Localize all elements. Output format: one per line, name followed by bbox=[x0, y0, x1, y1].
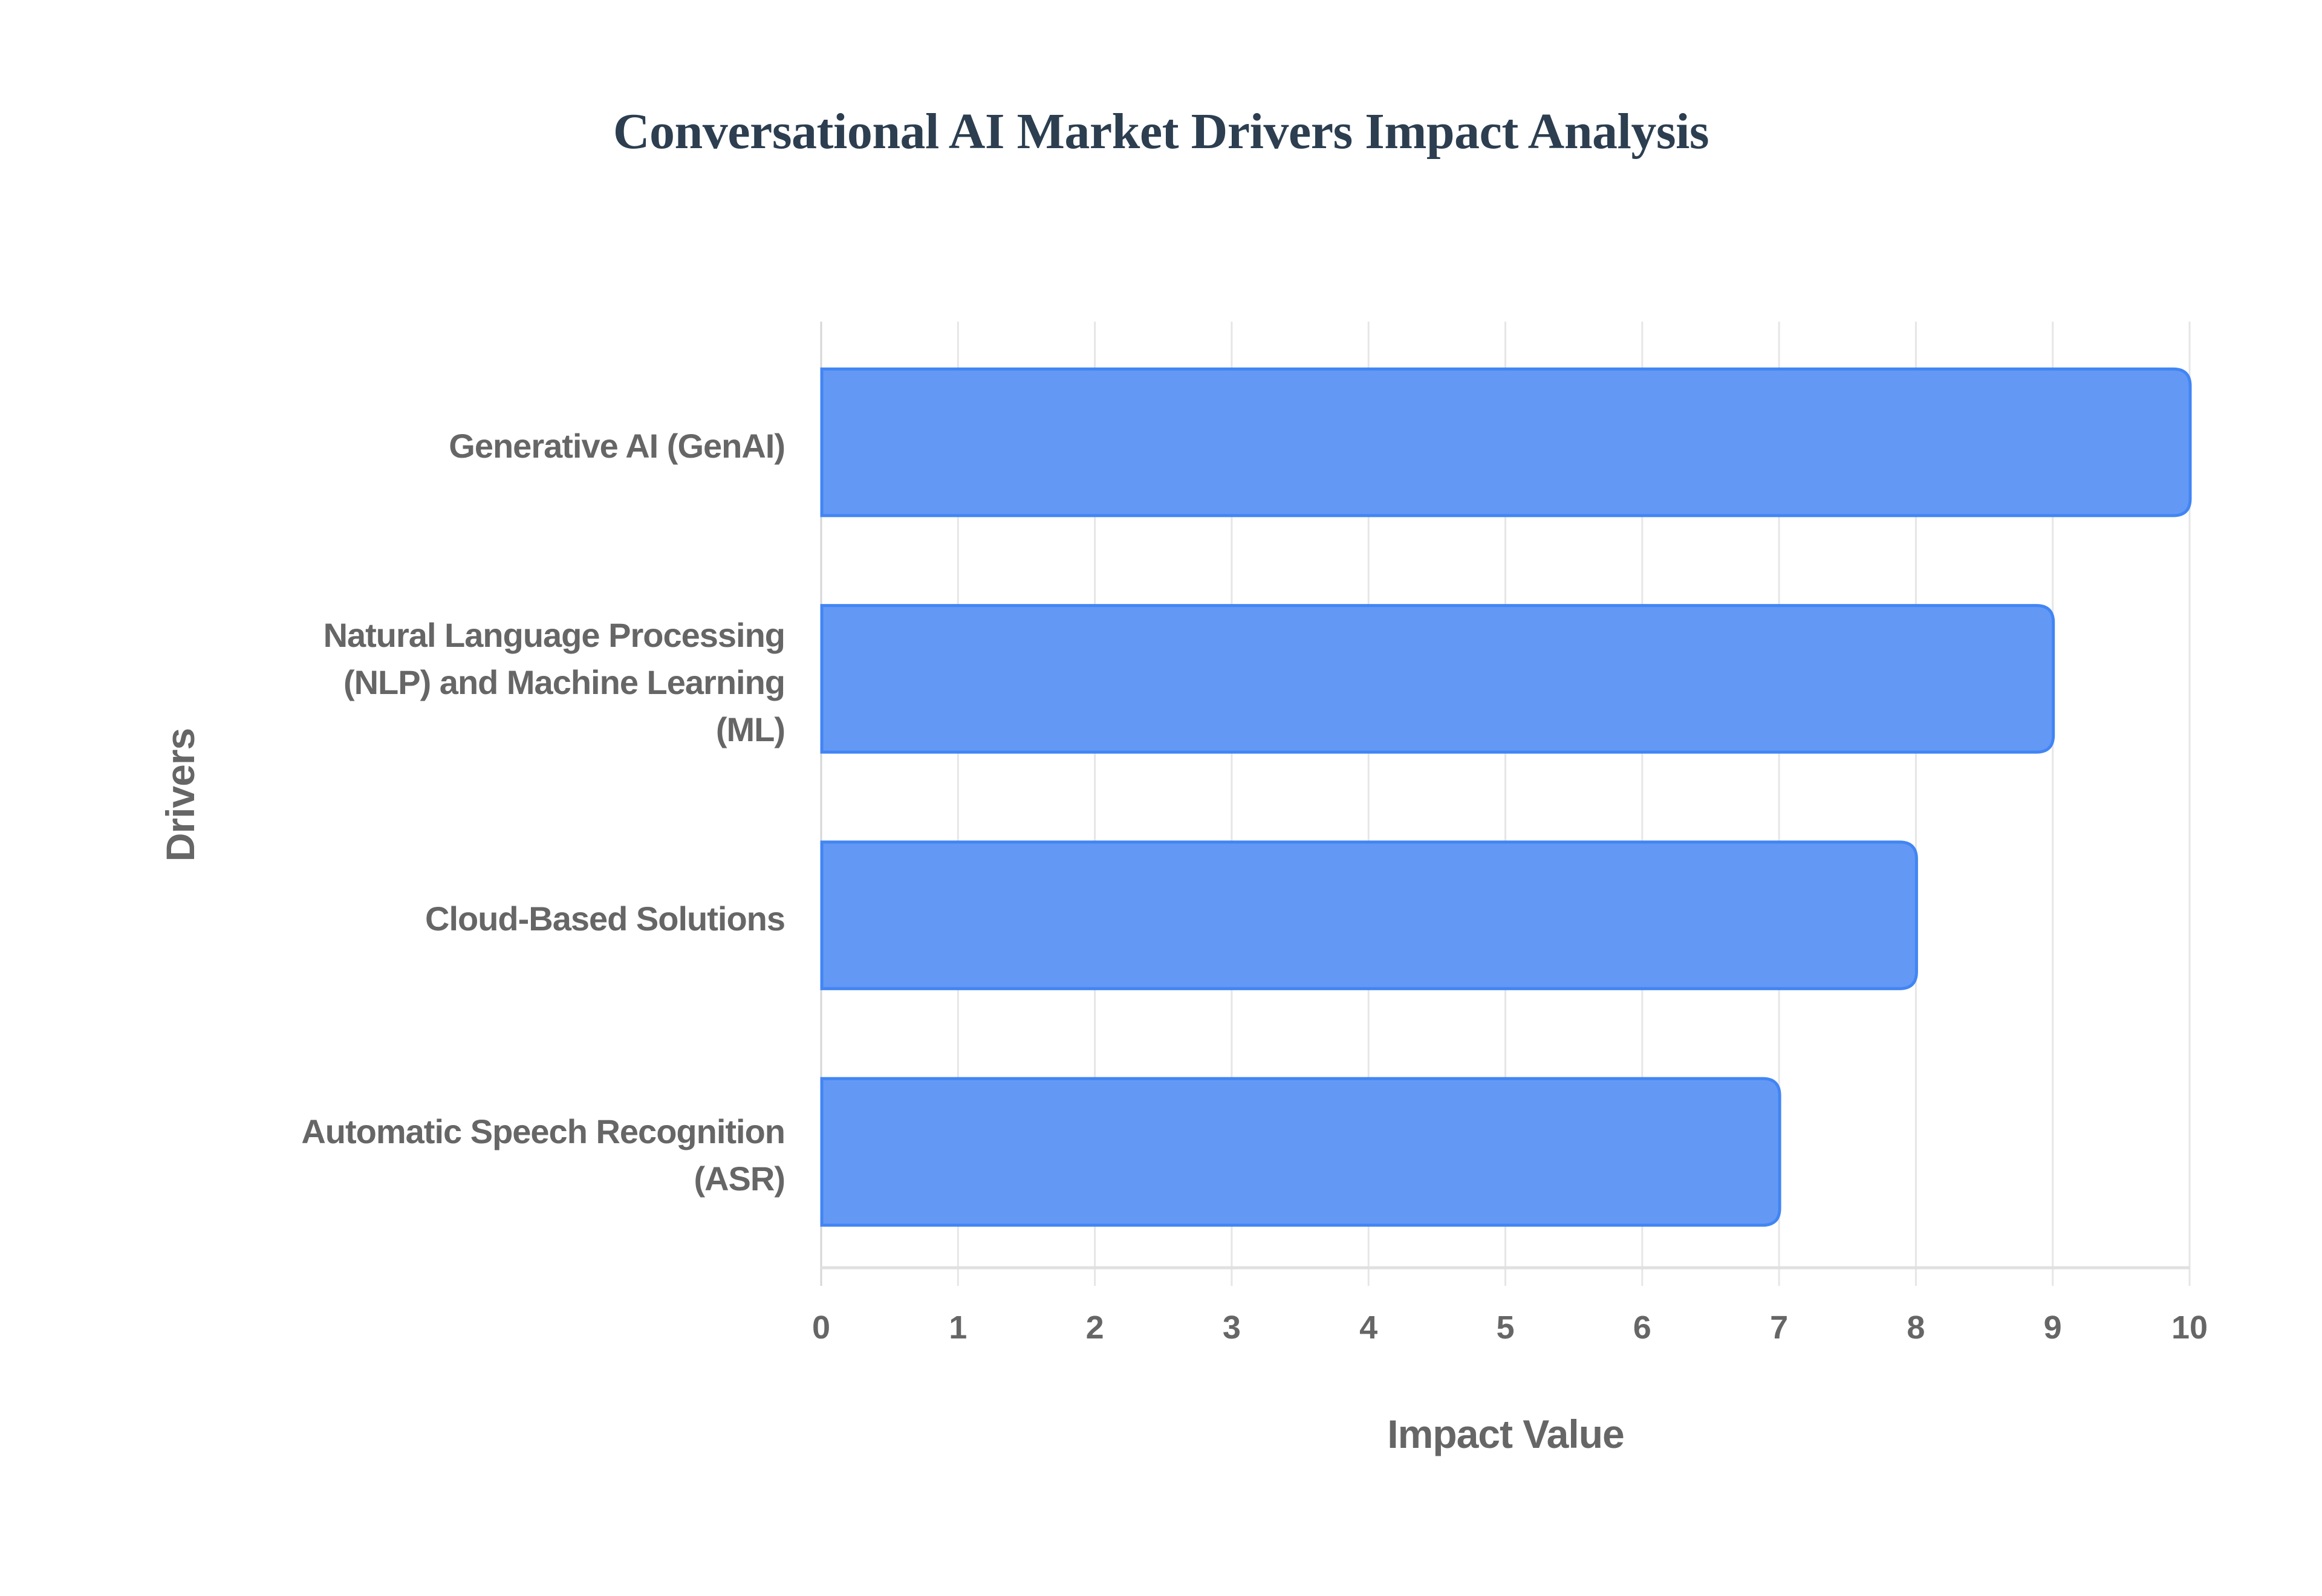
chart-title: Conversational AI Market Drivers Impact … bbox=[613, 103, 1709, 160]
y-category-label-line: (ML) bbox=[715, 710, 785, 748]
x-tick-label: 7 bbox=[1770, 1309, 1789, 1346]
y-category-label-line: (NLP) and Machine Learning bbox=[343, 663, 785, 701]
x-tick-label: 6 bbox=[1633, 1309, 1651, 1346]
bar[interactable] bbox=[820, 840, 1918, 990]
bar[interactable] bbox=[820, 367, 2192, 517]
x-tick-label: 9 bbox=[2043, 1309, 2062, 1346]
x-tick-label: 1 bbox=[949, 1309, 968, 1346]
x-tick-label: 8 bbox=[1907, 1309, 1925, 1346]
x-axis-title: Impact Value bbox=[1387, 1412, 1625, 1456]
y-category-label-line: Cloud-Based Solutions bbox=[425, 900, 785, 938]
y-category-label-line: Automatic Speech Recognition bbox=[301, 1112, 785, 1151]
y-category-label: Cloud-Based Solutions bbox=[241, 895, 785, 942]
y-category-label-line: Natural Language Processing bbox=[323, 615, 785, 654]
bars bbox=[820, 367, 2192, 1227]
y-category-label: Natural Language Processing (NLP) and Mac… bbox=[241, 612, 785, 753]
y-axis-title: Drivers bbox=[158, 728, 203, 862]
y-category-label: Automatic Speech Recognition (ASR) bbox=[241, 1108, 785, 1202]
y-category-label-line: Generative AI (GenAI) bbox=[449, 426, 785, 465]
x-tick-label: 3 bbox=[1222, 1309, 1241, 1346]
x-tick-label: 0 bbox=[811, 1309, 831, 1346]
x-tick-label: 2 bbox=[1085, 1309, 1104, 1346]
x-tick-label: 4 bbox=[1359, 1309, 1378, 1346]
y-category-label: Generative AI (GenAI) bbox=[241, 423, 785, 470]
x-tick-label: 5 bbox=[1496, 1309, 1515, 1346]
x-tick-label: 10 bbox=[2171, 1309, 2208, 1346]
bar[interactable] bbox=[820, 604, 2055, 754]
bar[interactable] bbox=[820, 1077, 1781, 1227]
y-category-label-line: (ASR) bbox=[694, 1160, 785, 1198]
